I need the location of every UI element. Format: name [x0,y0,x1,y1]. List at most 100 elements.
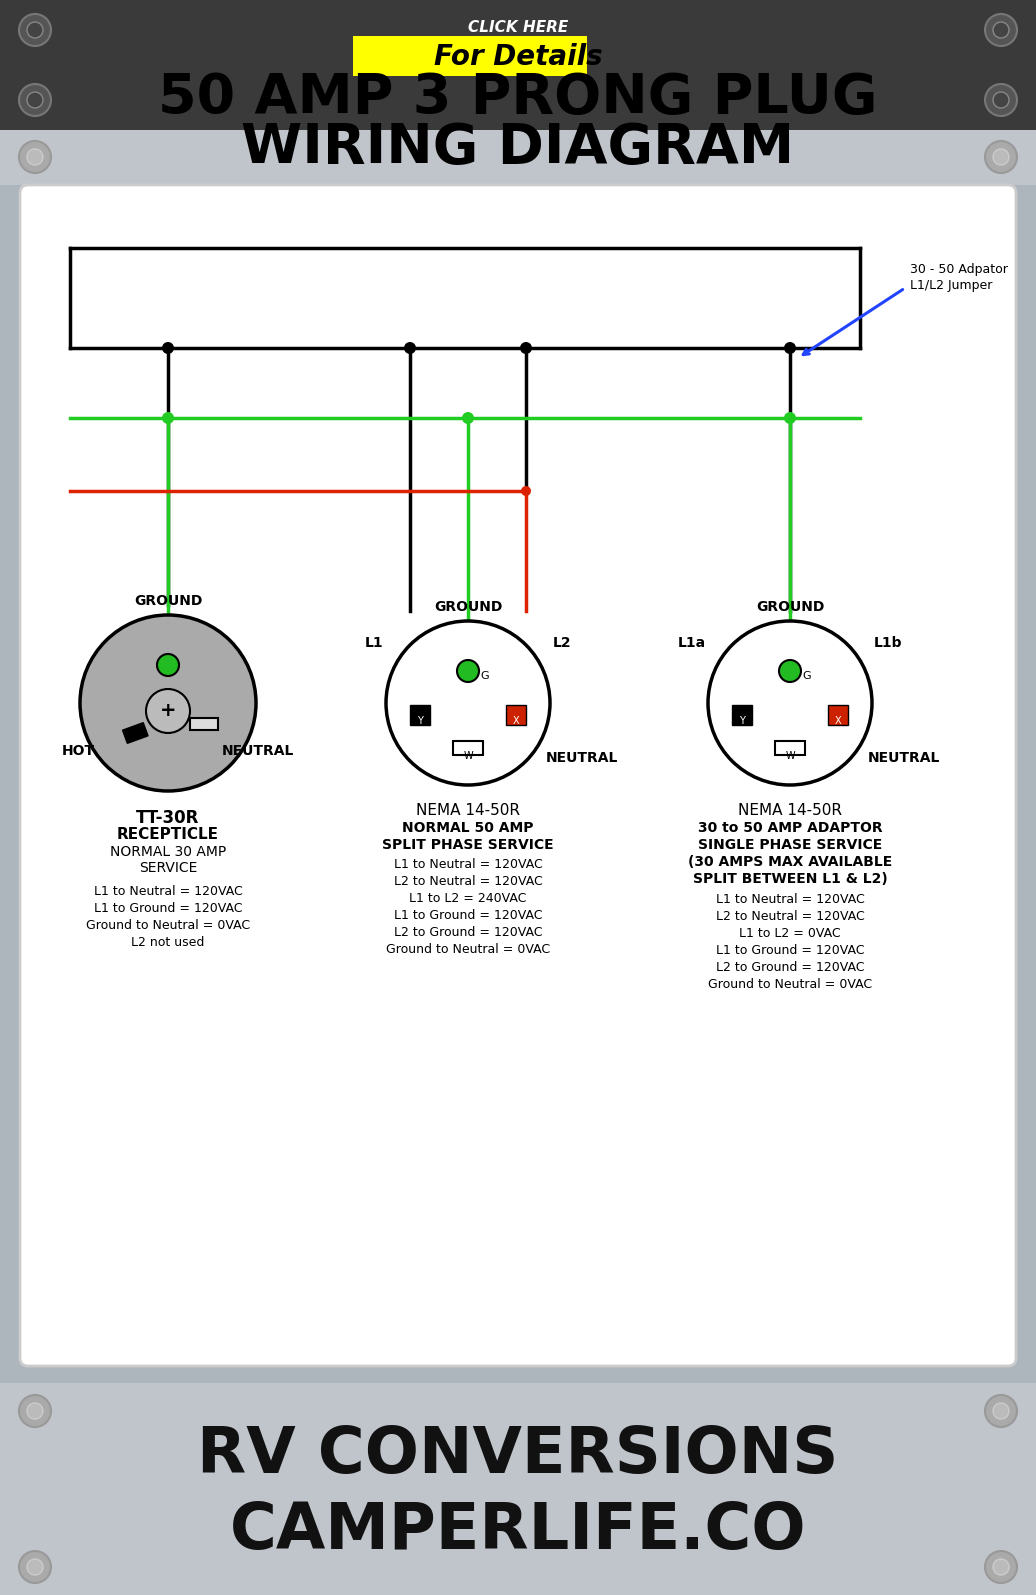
Circle shape [27,22,44,38]
Circle shape [985,140,1017,172]
Text: HOT: HOT [61,743,94,758]
Circle shape [985,14,1017,46]
Text: Y: Y [418,716,423,726]
Circle shape [992,148,1009,164]
Text: L1 to Ground = 120VAC: L1 to Ground = 120VAC [716,944,864,957]
Circle shape [457,660,479,683]
Circle shape [992,1558,1009,1574]
Text: For Details: For Details [434,43,602,72]
Text: Ground to Neutral = 0VAC: Ground to Neutral = 0VAC [386,943,550,955]
Polygon shape [122,723,148,743]
Text: L1b: L1b [873,636,902,651]
Text: L1/L2 Jumper: L1/L2 Jumper [910,279,992,292]
Bar [0,0,1036,131]
Bar [0,131,1036,185]
Text: L1 to Ground = 120VAC: L1 to Ground = 120VAC [394,909,542,922]
Text: NEUTRAL: NEUTRAL [222,743,294,758]
Circle shape [80,616,256,791]
Text: L1 to Neutral = 120VAC: L1 to Neutral = 120VAC [716,893,864,906]
Bar [506,705,526,726]
Text: SERVICE: SERVICE [139,861,197,876]
Text: NEUTRAL: NEUTRAL [546,751,618,766]
Circle shape [985,85,1017,116]
Text: GROUND: GROUND [134,593,202,608]
Text: L1 to Neutral = 120VAC: L1 to Neutral = 120VAC [394,858,543,871]
Text: G: G [803,671,811,681]
Text: 50 AMP 3 PRONG PLUG: 50 AMP 3 PRONG PLUG [159,72,877,124]
Circle shape [19,140,51,172]
Text: GROUND: GROUND [756,600,825,614]
Text: NORMAL 50 AMP: NORMAL 50 AMP [402,821,534,836]
Circle shape [27,148,44,164]
Circle shape [520,341,533,354]
FancyBboxPatch shape [20,185,1016,1365]
Circle shape [404,341,416,354]
Circle shape [784,412,796,424]
Circle shape [992,22,1009,38]
Circle shape [19,1396,51,1428]
Text: NEMA 14-50R: NEMA 14-50R [416,802,520,818]
Text: L1 to L2 = 0VAC: L1 to L2 = 0VAC [740,927,841,939]
Bar [190,718,218,731]
Text: NORMAL 30 AMP: NORMAL 30 AMP [110,845,226,860]
Circle shape [779,660,801,683]
Text: SPLIT BETWEEN L1 & L2): SPLIT BETWEEN L1 & L2) [693,872,888,885]
Text: L1 to L2 = 240VAC: L1 to L2 = 240VAC [409,892,526,904]
Circle shape [462,412,474,424]
Text: L2 to Neutral = 120VAC: L2 to Neutral = 120VAC [394,876,543,888]
Circle shape [521,486,531,496]
Bar [410,705,430,726]
Circle shape [784,341,796,354]
Text: L1 to Ground = 120VAC: L1 to Ground = 120VAC [93,903,242,916]
Circle shape [27,93,44,108]
Bar [828,705,848,726]
Text: WIRING DIAGRAM: WIRING DIAGRAM [241,121,795,175]
Text: L2 to Neutral = 120VAC: L2 to Neutral = 120VAC [716,911,864,924]
Circle shape [146,689,190,734]
Circle shape [157,654,179,676]
Circle shape [162,341,174,354]
Circle shape [708,620,872,785]
Text: RECEPTICLE: RECEPTICLE [117,826,219,842]
Circle shape [992,1404,1009,1420]
Circle shape [27,1558,44,1574]
Text: Ground to Neutral = 0VAC: Ground to Neutral = 0VAC [86,919,250,931]
Text: W: W [785,751,795,761]
Text: 30 - 50 Adpator: 30 - 50 Adpator [910,263,1008,276]
Text: RV CONVERSIONS: RV CONVERSIONS [198,1424,838,1487]
Text: X: X [835,716,841,726]
Text: 30 to 50 AMP ADAPTOR: 30 to 50 AMP ADAPTOR [697,821,883,836]
Text: NEUTRAL: NEUTRAL [868,751,941,766]
Text: L1 to Neutral = 120VAC: L1 to Neutral = 120VAC [93,885,242,898]
Circle shape [985,1550,1017,1582]
Text: SINGLE PHASE SERVICE: SINGLE PHASE SERVICE [698,837,882,852]
Text: Y: Y [739,716,745,726]
Circle shape [19,1550,51,1582]
Text: TT-30R: TT-30R [137,809,200,826]
Text: W: W [463,751,472,761]
Text: GROUND: GROUND [434,600,502,614]
Text: L1: L1 [365,636,383,651]
Text: L1a: L1a [678,636,707,651]
Text: L2 not used: L2 not used [132,936,205,949]
Circle shape [19,85,51,116]
Text: (30 AMPS MAX AVAILABLE: (30 AMPS MAX AVAILABLE [688,855,892,869]
Text: CAMPERLIFE.CO: CAMPERLIFE.CO [230,1499,806,1562]
Bar [732,705,752,726]
Circle shape [19,14,51,46]
Text: CLICK HERE: CLICK HERE [468,21,568,35]
Text: +: + [160,702,176,721]
Bar [453,742,483,754]
Text: SPLIT PHASE SERVICE: SPLIT PHASE SERVICE [382,837,554,852]
Circle shape [386,620,550,785]
Text: L2 to Ground = 120VAC: L2 to Ground = 120VAC [394,927,542,939]
Circle shape [162,412,174,424]
Text: NEMA 14-50R: NEMA 14-50R [738,802,842,818]
Bar [775,742,805,754]
FancyBboxPatch shape [353,37,587,77]
Text: L2: L2 [552,636,571,651]
Bar [0,1383,1036,1595]
Text: Ground to Neutral = 0VAC: Ground to Neutral = 0VAC [708,978,872,990]
Circle shape [27,1404,44,1420]
Text: G: G [481,671,489,681]
